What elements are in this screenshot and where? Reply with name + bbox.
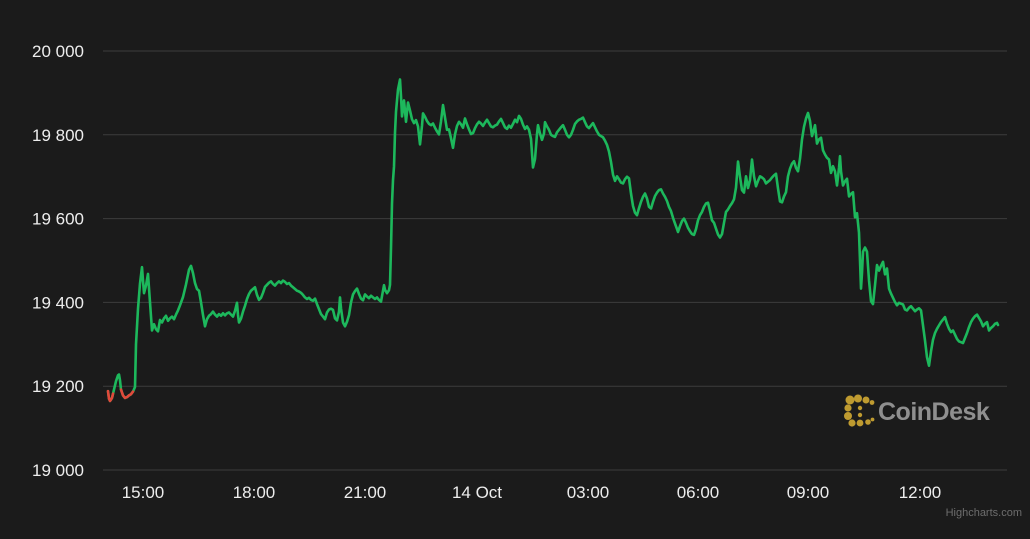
x-axis-tick-label: 14 Oct xyxy=(452,483,502,502)
y-axis-tick-label: 19 400 xyxy=(32,293,84,312)
y-axis-labels: 20 000 19 800 19 600 19 400 19 200 19 000 xyxy=(32,42,84,480)
series-price[interactable] xyxy=(106,78,1000,403)
x-axis-tick-label: 18:00 xyxy=(233,483,276,502)
x-axis-tick-label: 12:00 xyxy=(899,483,942,502)
gridlines xyxy=(103,50,1007,471)
y-axis-tick-label: 19 800 xyxy=(32,126,84,145)
coindesk-wordmark: CoinDesk xyxy=(878,398,990,426)
x-axis-labels: 15:00 18:00 21:00 14 Oct 03:00 06:00 09:00 12:0… xyxy=(122,483,942,502)
y-axis-tick-label: 19 000 xyxy=(32,461,84,480)
highcharts-credit-link[interactable]: Highcharts.com xyxy=(946,507,1022,519)
y-axis-tick-label: 20 000 xyxy=(32,42,84,61)
x-axis-tick-label: 15:00 xyxy=(122,483,165,502)
x-axis-tick-label: 03:00 xyxy=(567,483,610,502)
price-series[interactable] xyxy=(106,78,1000,403)
x-axis-tick-label: 21:00 xyxy=(344,483,387,502)
x-axis-tick-label: 06:00 xyxy=(677,483,720,502)
coindesk-dots-icon xyxy=(844,394,875,427)
series-price-down-segment-2 xyxy=(119,388,135,400)
y-axis-tick-label: 19 200 xyxy=(32,377,84,396)
x-axis-tick-label: 09:00 xyxy=(787,483,830,502)
series-price-down-segment-1 xyxy=(106,389,115,403)
coindesk-logo: CoinDesk xyxy=(844,394,990,427)
y-axis-tick-label: 19 600 xyxy=(32,210,84,229)
